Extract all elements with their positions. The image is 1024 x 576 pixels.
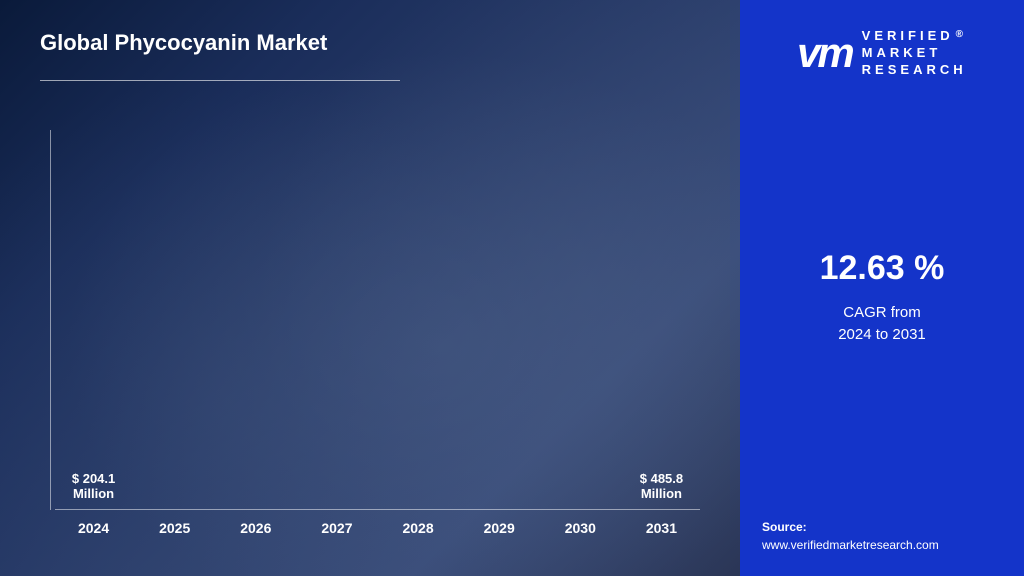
source-label: Source: [762,518,939,536]
cagr-label-line1: CAGR from [843,304,921,321]
title-underline [40,80,400,81]
logo-text: VERIFIED® MARKET RESEARCH [862,28,967,79]
brand-logo: vm VERIFIED® MARKET RESEARCH [797,28,967,79]
chart-title: Global Phycocyanin Market [40,30,700,56]
x-tick: 2025 [146,510,203,550]
sidebar-panel: vm VERIFIED® MARKET RESEARCH 12.63 % CAG… [740,0,1024,576]
cagr-value: 12.63 % [820,249,945,288]
x-tick: 2027 [308,510,365,550]
x-tick: 2029 [471,510,528,550]
logo-line3: RESEARCH [862,62,967,79]
registered-icon: ® [956,29,967,40]
y-axis-line [50,130,51,510]
chart-panel: Global Phycocyanin Market $ 204.1Million… [0,0,740,576]
bars-container: $ 204.1Million $ 485.8Million [55,130,700,510]
bar-value-label: $ 204.1Million [72,471,115,502]
cagr-label-line2: 2024 to 2031 [838,326,926,343]
cagr-label: CAGR from 2024 to 2031 [820,302,945,347]
x-tick: 2024 [65,510,122,550]
x-tick: 2028 [390,510,447,550]
logo-line1: VERIFIED [862,28,954,43]
x-axis: 2024 2025 2026 2027 2028 2029 2030 2031 [55,510,700,550]
source-url: www.verifiedmarketresearch.com [762,536,939,554]
logo-line2: MARKET [862,45,967,62]
logo-mark-icon: vm [797,29,852,77]
source-block: Source: www.verifiedmarketresearch.com [762,518,939,554]
bar-value-label: $ 485.8Million [640,471,683,502]
x-tick: 2031 [633,510,690,550]
cagr-block: 12.63 % CAGR from 2024 to 2031 [820,249,945,347]
x-tick: 2026 [227,510,284,550]
bar-chart: $ 204.1Million$ 485.8Million 20242025202… [55,130,700,550]
x-tick: 2030 [552,510,609,550]
